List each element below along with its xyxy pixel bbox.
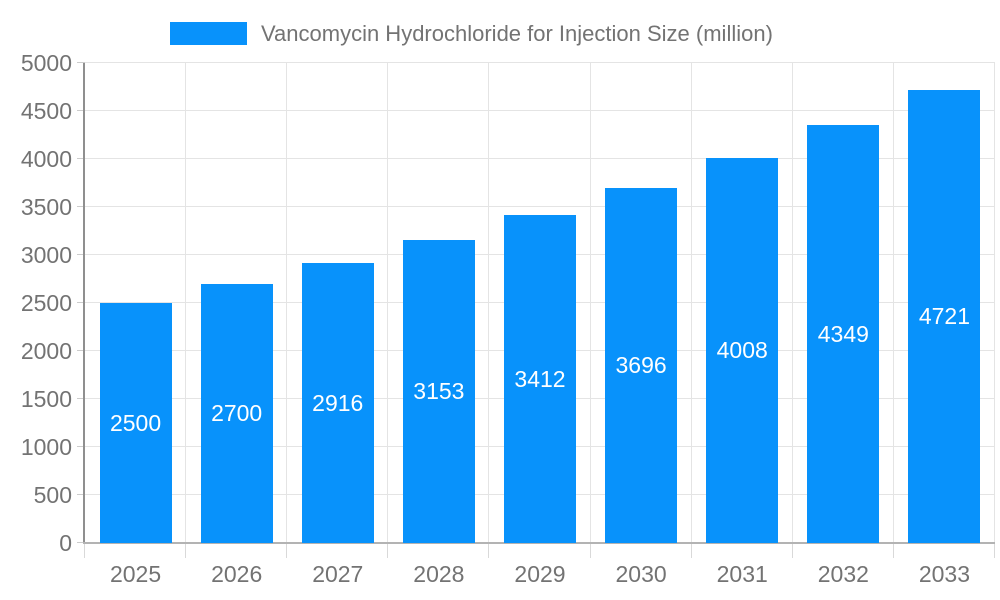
x-tick-label: 2033 xyxy=(918,561,971,587)
bar[interactable]: 4721 xyxy=(908,89,981,543)
x-tick xyxy=(387,543,389,558)
y-gridline xyxy=(85,110,995,111)
y-gridline xyxy=(85,206,995,207)
y-tick xyxy=(77,110,85,111)
x-tick xyxy=(690,543,692,558)
y-gridline xyxy=(85,158,995,159)
x-tick xyxy=(791,543,793,558)
bar-value-label: 4721 xyxy=(918,302,971,329)
y-tick-label: 2500 xyxy=(20,290,72,316)
bar-value-label: 4349 xyxy=(817,320,869,347)
y-tick-label: 0 xyxy=(59,530,72,556)
y-tick-label: 4500 xyxy=(20,98,72,124)
x-gridline xyxy=(488,63,490,543)
bar-value-label: 3696 xyxy=(615,352,667,379)
bar[interactable]: 4349 xyxy=(807,125,880,543)
bar-value-label: 2500 xyxy=(109,409,162,436)
x-tick-label: 2030 xyxy=(615,561,667,587)
y-tick-label: 1000 xyxy=(20,434,72,460)
bar[interactable]: 4008 xyxy=(706,158,779,543)
x-tick-label: 2027 xyxy=(312,561,364,587)
bar[interactable]: 2700 xyxy=(200,283,273,543)
x-tick-label: 2026 xyxy=(211,561,263,587)
bar-value-label: 3412 xyxy=(514,365,566,392)
x-tick-label: 2032 xyxy=(817,561,869,587)
x-gridline xyxy=(791,63,793,543)
x-gridline xyxy=(690,63,692,543)
legend-swatch xyxy=(170,22,247,45)
bar-value-label: 2700 xyxy=(211,399,263,426)
y-tick xyxy=(77,398,85,399)
x-tick xyxy=(185,543,187,558)
x-tick-label: 2029 xyxy=(514,561,566,587)
y-axis-line xyxy=(83,63,85,543)
y-tick xyxy=(77,62,85,63)
y-tick xyxy=(77,446,85,447)
y-tick-label: 3500 xyxy=(20,194,72,220)
y-tick xyxy=(77,302,85,303)
x-tick-label: 2031 xyxy=(716,561,768,587)
x-tick xyxy=(994,543,995,558)
bar[interactable]: 2500 xyxy=(99,303,172,543)
x-tick xyxy=(488,543,490,558)
y-gridline xyxy=(85,62,995,63)
x-tick-label: 2028 xyxy=(413,561,465,587)
y-tick-label: 4000 xyxy=(20,146,72,172)
bar[interactable]: 2916 xyxy=(301,263,374,543)
y-tick xyxy=(77,542,85,543)
x-tick xyxy=(892,543,894,558)
y-tick xyxy=(77,350,85,351)
y-tick-label: 3000 xyxy=(20,242,72,268)
x-tick-label: 2025 xyxy=(109,561,162,587)
y-tick-label: 500 xyxy=(33,482,72,508)
y-tick xyxy=(77,254,85,255)
legend-item[interactable]: Vancomycin Hydrochloride for Injection S… xyxy=(170,22,773,45)
y-tick xyxy=(77,206,85,207)
bar-value-label: 2916 xyxy=(312,389,364,416)
x-gridline xyxy=(286,63,288,543)
y-tick-label: 1500 xyxy=(20,386,72,412)
x-gridline xyxy=(994,63,995,543)
x-gridline xyxy=(387,63,389,543)
y-tick-label: 5000 xyxy=(20,50,72,76)
bar-value-label: 4008 xyxy=(716,337,768,364)
legend-label: Vancomycin Hydrochloride for Injection S… xyxy=(261,21,773,46)
bar-value-label: 3153 xyxy=(413,378,465,405)
x-tick xyxy=(286,543,288,558)
x-tick xyxy=(84,543,85,558)
bar[interactable]: 3153 xyxy=(402,240,475,543)
x-gridline xyxy=(892,63,894,543)
y-tick xyxy=(77,158,85,159)
y-tick xyxy=(77,494,85,495)
bar[interactable]: 3412 xyxy=(504,215,576,543)
bar[interactable]: 3696 xyxy=(605,188,678,543)
x-gridline xyxy=(185,63,187,543)
x-gridline xyxy=(589,63,591,543)
x-tick xyxy=(589,543,591,558)
x-axis-line xyxy=(83,542,995,544)
y-tick-label: 2000 xyxy=(20,338,72,364)
